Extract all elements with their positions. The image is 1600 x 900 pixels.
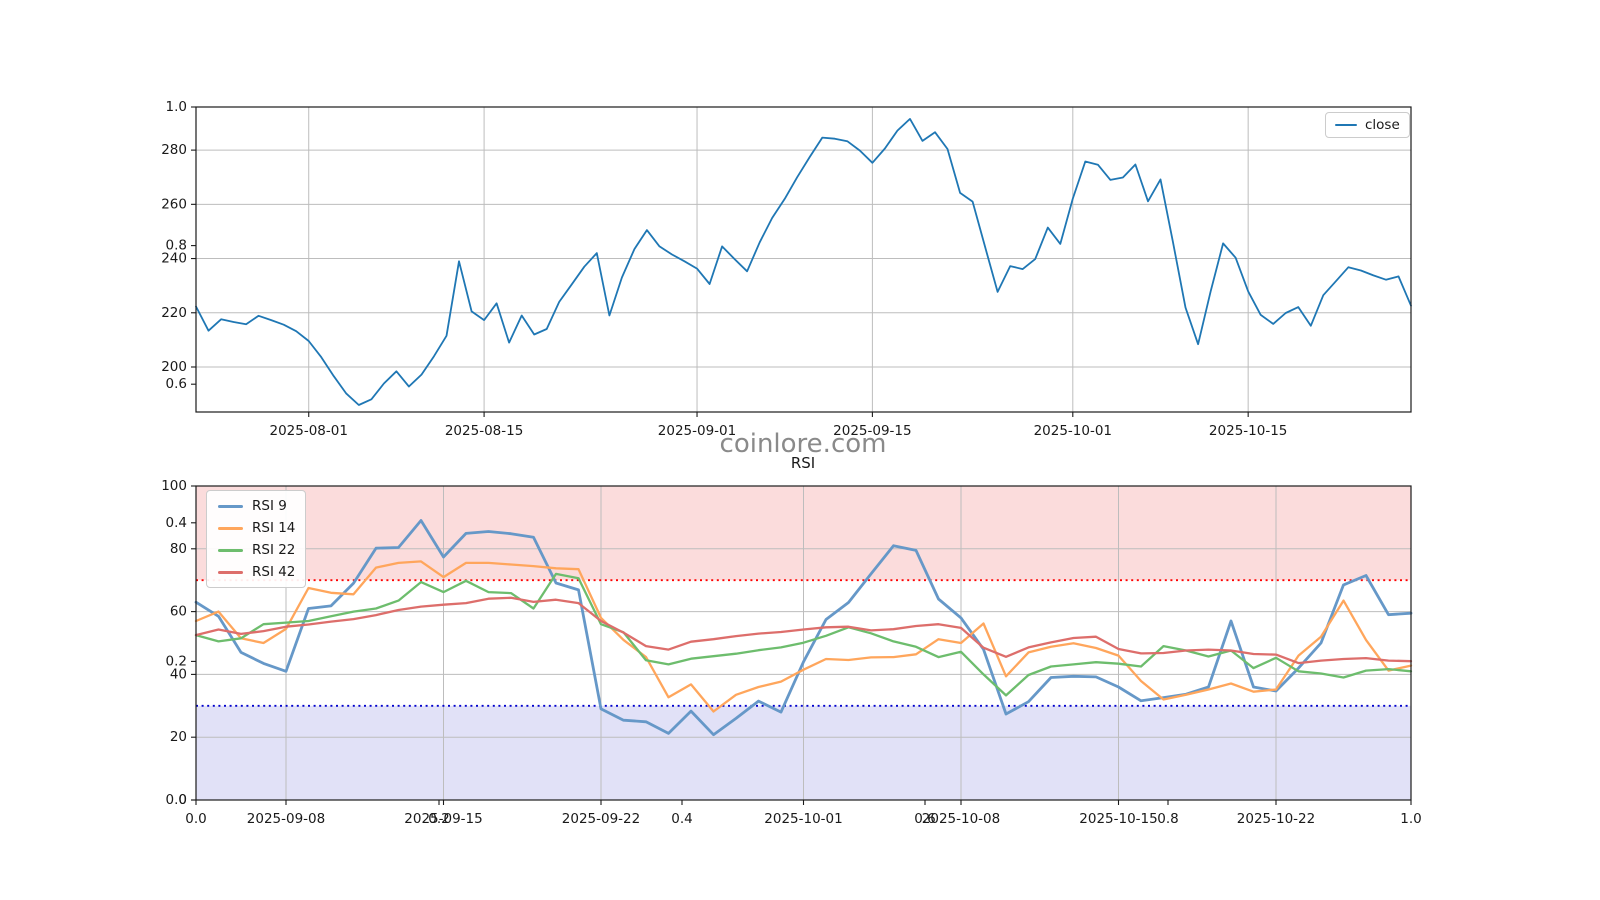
rsi-line-rsi-14 [194,560,1413,713]
svg-text:2025-09-22: 2025-09-22 [562,811,640,827]
svg-text:260: 260 [161,196,187,212]
rsi-line-rsi-42 [194,596,1413,665]
svg-text:100: 100 [161,478,187,494]
svg-text:220: 220 [161,305,187,321]
legend-label: RSI 9 [252,498,287,514]
legend-item-rsi-14[interactable]: RSI 14 [218,520,296,536]
rsi-line-rsi-9 [194,519,1413,737]
legend-close-label: close [1365,117,1400,133]
svg-text:2025-10-01: 2025-10-01 [1034,423,1112,439]
svg-text:1.0: 1.0 [166,99,187,115]
watermark: coinlore.com [719,429,887,459]
svg-text:0.4: 0.4 [671,811,692,827]
legend-rsi[interactable]: RSI 9 RSI 14 RSI 22 RSI 42 [206,490,306,588]
svg-text:0: 0 [178,792,187,808]
legend-item-rsi-22[interactable]: RSI 22 [218,542,296,558]
svg-text:2025-10-22: 2025-10-22 [1237,811,1315,827]
rsi-14-line-swatch [218,526,243,530]
svg-text:80: 80 [170,541,187,557]
svg-text:0.6: 0.6 [914,811,935,827]
svg-text:2025-10-15: 2025-10-15 [1209,423,1287,439]
svg-text:2025-09-08: 2025-09-08 [247,811,325,827]
svg-text:200: 200 [161,359,187,375]
rsi-panel-title: RSI [790,454,816,472]
svg-text:2025-08-15: 2025-08-15 [445,423,523,439]
rsi-22-line-swatch [218,548,243,552]
svg-text:2025-08-01: 2025-08-01 [269,423,347,439]
legend-label: RSI 14 [252,520,296,536]
svg-text:0.0: 0.0 [185,811,206,827]
legend-close[interactable]: close [1325,112,1410,138]
svg-text:1.0: 1.0 [1400,811,1421,827]
svg-text:20: 20 [170,729,187,745]
svg-text:2025-09-01: 2025-09-01 [658,423,736,439]
svg-text:0.8: 0.8 [166,238,187,254]
legend-item-rsi-9[interactable]: RSI 9 [218,498,294,514]
rsi-42-line-swatch [218,570,243,574]
svg-text:0.8: 0.8 [1157,811,1178,827]
svg-text:2025-10-01: 2025-10-01 [764,811,842,827]
svg-text:0.4: 0.4 [166,515,187,531]
svg-text:2025-09-15: 2025-09-15 [404,811,482,827]
rsi-9-line-swatch [218,504,243,508]
svg-text:0.2: 0.2 [428,811,449,827]
svg-text:2025-09-15: 2025-09-15 [833,423,911,439]
legend-label: RSI 22 [252,542,296,558]
svg-text:40: 40 [170,666,187,682]
svg-text:0.6: 0.6 [166,376,187,392]
rsi-threshold-lines [196,579,1411,707]
close-price-line [195,118,1412,406]
legend-item-rsi-42[interactable]: RSI 42 [218,564,296,580]
legend-label: RSI 42 [252,564,296,580]
close-line-swatch [1335,123,1357,127]
svg-text:280: 280 [161,142,187,158]
axis-ticks-and-labels: 200 220 240 260 280 0 20 40 60 80 100 1.0 0.8 0.6 0.4 0… [161,99,1422,827]
rsi-line-rsi-22 [194,572,1413,697]
svg-text:2025-10-15: 2025-10-15 [1079,811,1157,827]
svg-text:60: 60 [170,604,187,620]
svg-text:240: 240 [161,251,187,267]
svg-text:0.0: 0.0 [166,792,187,808]
svg-text:0.2: 0.2 [166,653,187,669]
svg-text:2025-10-08: 2025-10-08 [922,811,1000,827]
